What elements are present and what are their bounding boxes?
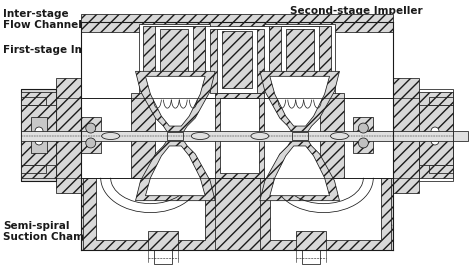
Polygon shape [21,89,56,181]
Bar [222,31,252,88]
Polygon shape [160,29,188,98]
Polygon shape [215,93,264,178]
Bar [81,22,393,32]
Polygon shape [96,178,205,241]
Polygon shape [21,165,46,173]
Bar [21,131,453,141]
Polygon shape [319,93,345,178]
Polygon shape [136,140,215,201]
Bar [31,117,47,153]
Circle shape [431,137,439,145]
Polygon shape [130,93,155,178]
Polygon shape [144,26,205,98]
Ellipse shape [102,132,119,140]
Polygon shape [260,71,339,132]
Circle shape [86,123,96,133]
Polygon shape [270,76,329,126]
Polygon shape [83,178,215,250]
Polygon shape [220,98,259,173]
Circle shape [35,127,43,135]
Text: Semi-spiral
Suction Chamber: Semi-spiral Suction Chamber [3,208,127,242]
Text: Inter-stage
Flow Channel: Inter-stage Flow Channel [3,9,206,35]
Polygon shape [286,29,314,98]
Bar [296,230,326,250]
Polygon shape [419,105,453,165]
Polygon shape [146,146,205,196]
Circle shape [35,137,43,145]
Bar [81,117,100,153]
Circle shape [86,138,96,148]
Polygon shape [81,22,393,98]
Bar [419,92,453,178]
Ellipse shape [191,132,209,140]
Bar [419,89,453,181]
Polygon shape [155,26,193,98]
Bar [81,98,393,178]
Bar [354,117,374,153]
Polygon shape [146,76,205,126]
Bar [453,131,468,141]
Bar [217,29,257,93]
Polygon shape [429,165,453,173]
Polygon shape [264,23,336,98]
Text: Double Volute: Double Volute [310,211,392,231]
Polygon shape [270,178,381,241]
Polygon shape [81,178,393,250]
Polygon shape [269,26,330,98]
Bar [155,250,173,264]
Polygon shape [138,23,210,98]
Polygon shape [205,26,269,98]
Bar [21,92,56,178]
Bar [292,132,308,140]
Polygon shape [260,140,339,201]
Polygon shape [56,78,81,193]
Bar [81,22,393,98]
Bar [167,132,183,140]
Bar [301,250,319,264]
Ellipse shape [330,132,348,140]
Circle shape [358,123,368,133]
Polygon shape [21,105,56,165]
Polygon shape [393,78,419,193]
Polygon shape [21,97,46,105]
Bar [81,14,393,22]
Polygon shape [136,71,215,132]
Polygon shape [429,97,453,105]
Bar [21,89,56,181]
Text: First-stage Impeller: First-stage Impeller [3,46,172,78]
Circle shape [358,138,368,148]
Ellipse shape [251,132,269,140]
Circle shape [431,127,439,135]
Polygon shape [210,29,264,93]
Polygon shape [270,146,329,196]
Polygon shape [260,178,391,250]
Text: Second-stage Impeller: Second-stage Impeller [290,6,422,61]
Bar [148,230,178,250]
Polygon shape [281,26,319,98]
